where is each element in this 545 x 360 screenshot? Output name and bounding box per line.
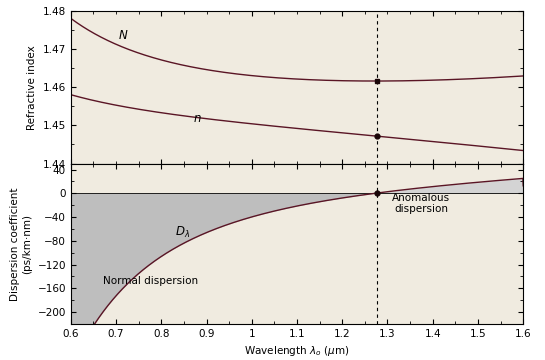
- Text: $n$: $n$: [193, 112, 202, 125]
- X-axis label: Wavelength $\lambda_o$ ($\mu$m): Wavelength $\lambda_o$ ($\mu$m): [244, 345, 350, 359]
- Text: $N$: $N$: [118, 30, 129, 42]
- Y-axis label: Dispersion coefficient
(ps/km·nm): Dispersion coefficient (ps/km·nm): [10, 187, 32, 301]
- Text: Normal dispersion: Normal dispersion: [102, 276, 198, 285]
- Y-axis label: Refractive index: Refractive index: [27, 45, 37, 130]
- Text: Anomalous
dispersion: Anomalous dispersion: [392, 193, 451, 214]
- Text: $D_\lambda$: $D_\lambda$: [175, 225, 190, 240]
